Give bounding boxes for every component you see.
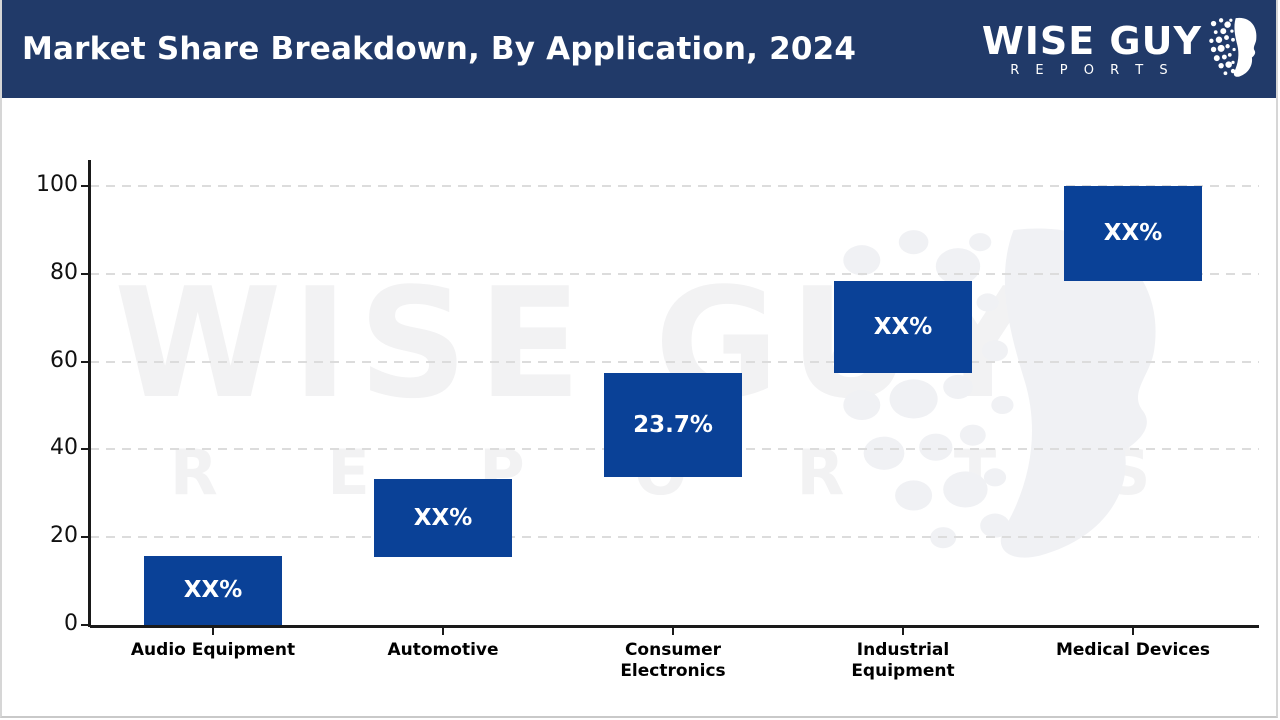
wise-guy-logo: WISE GUY R E P O R T S: [982, 7, 1260, 93]
gridline-20: [90, 536, 1259, 539]
header-bar: Market Share Breakdown, By Application, …: [2, 0, 1276, 98]
bar-segment-consumer-electronics: 23.7%: [604, 373, 742, 478]
logo-subtext: R E P O R T S: [1010, 62, 1174, 78]
gridline-60: [90, 360, 1259, 363]
bar-value-label-industrial-equipment: XX%: [873, 313, 933, 340]
page-title: Market Share Breakdown, By Application, …: [22, 31, 857, 67]
y-tick-label-0: 0: [64, 611, 78, 636]
x-tick-label-industrial-equipment: Industrial Equipment: [851, 640, 955, 682]
head-silhouette-icon: [1209, 17, 1257, 77]
bar-segment-audio-equipment: XX%: [144, 555, 282, 625]
x-tick-mark-audio-equipment: [212, 627, 214, 635]
bar-value-label-medical-devices: XX%: [1103, 220, 1163, 247]
x-tick-mark-automotive: [442, 627, 444, 635]
bar-segment-automotive: XX%: [374, 478, 512, 557]
bar-value-label-consumer-electronics: 23.7%: [633, 412, 713, 439]
x-tick-label-audio-equipment: Audio Equipment: [130, 640, 296, 660]
x-tick-mark-medical-devices: [1132, 627, 1134, 635]
x-tick-mark-industrial-equipment: [902, 627, 904, 635]
y-tick-label-20: 20: [50, 523, 78, 549]
x-tick-mark-consumer-electronics: [672, 627, 674, 635]
y-tick-mark-20: [81, 536, 90, 539]
x-tick-label-automotive: Automotive: [387, 640, 499, 660]
gridline-80: [90, 272, 1259, 275]
bar-value-label-audio-equipment: XX%: [183, 577, 243, 604]
x-axis-spine: [90, 625, 1259, 628]
logo-wordmark: WISE GUY: [981, 19, 1202, 64]
logo-text: WISE GUY R E P O R T S: [981, 19, 1202, 78]
x-tick-label-consumer-electronics: Consumer Electronics: [620, 640, 726, 682]
bar-segment-industrial-equipment: XX%: [834, 280, 972, 373]
y-tick-label-60: 60: [50, 347, 78, 373]
y-tick-mark-40: [81, 448, 90, 451]
y-axis-spine: [88, 160, 91, 627]
y-tick-mark-100: [81, 185, 90, 187]
y-tick-label-80: 80: [50, 259, 78, 285]
y-tick-mark-80: [81, 272, 90, 275]
y-tick-mark-60: [81, 360, 90, 363]
x-tick-label-medical-devices: Medical Devices: [1055, 640, 1210, 660]
y-tick-mark-0: [81, 624, 90, 626]
gridline-100: [90, 185, 1259, 187]
bar-value-label-automotive: XX%: [413, 504, 473, 531]
bar-segment-medical-devices: XX%: [1064, 186, 1202, 281]
y-tick-label-100: 100: [36, 172, 78, 197]
y-tick-label-40: 40: [50, 435, 78, 461]
